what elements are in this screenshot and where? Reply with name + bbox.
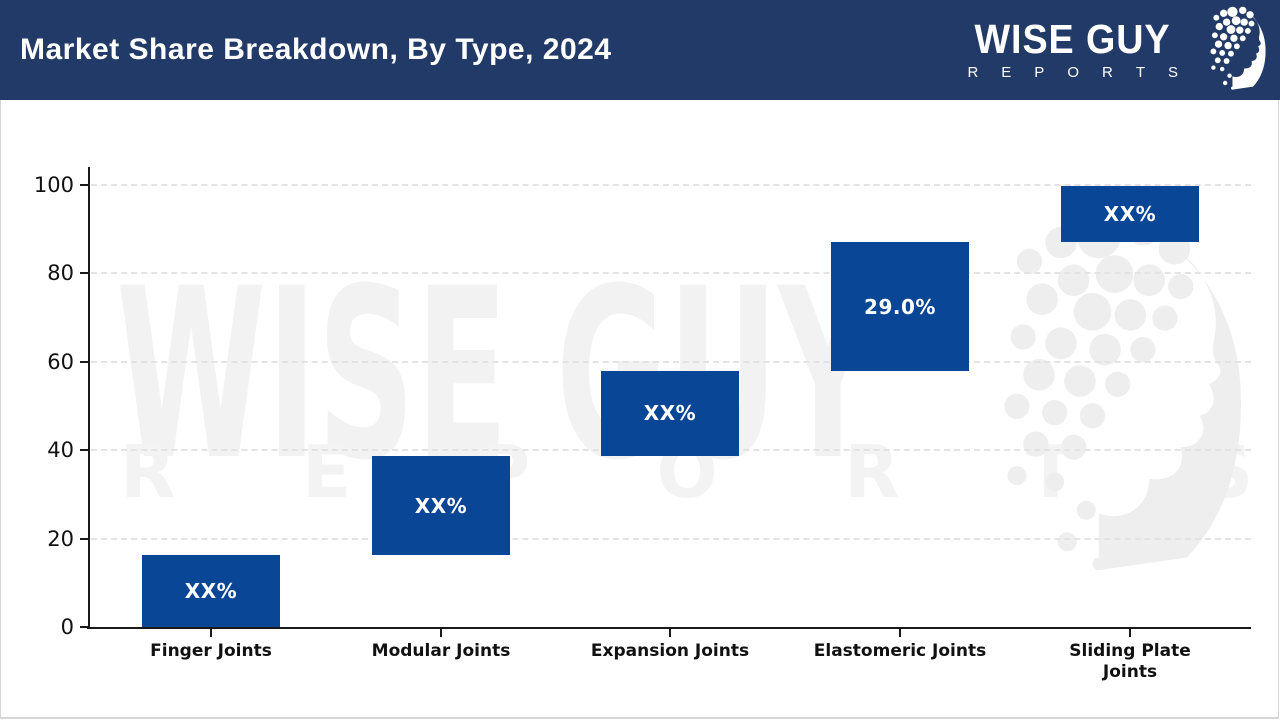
y-tick-label: 100 — [33, 172, 74, 197]
y-tick-label: 40 — [47, 438, 74, 462]
page-title: Market Share Breakdown, By Type, 2024 — [20, 33, 612, 66]
y-tick-label: 20 — [47, 526, 74, 551]
bar-finger-joints: XX% — [142, 555, 280, 627]
y-tick-80 — [80, 272, 89, 274]
x-tick — [1129, 629, 1131, 637]
x-axis-line — [87, 627, 1251, 629]
x-category-label: Modular Joints — [371, 641, 511, 661]
y-tick-100 — [80, 183, 89, 186]
wise-guy-reports-logo: WISE GUY R E P O R T S — [957, 6, 1280, 94]
x-category-label: Sliding Plate Joints — [1069, 641, 1191, 682]
y-tick-40 — [80, 449, 89, 451]
logo-text: WISE GUY R E P O R T S — [957, 16, 1188, 82]
x-tick — [440, 629, 442, 637]
y-axis-line — [88, 167, 90, 629]
y-tick-label: 80 — [47, 261, 74, 285]
x-category-label: Expansion Joints — [590, 641, 750, 661]
bar-value-label: XX% — [184, 579, 238, 604]
bar-value-label: 29.0% — [864, 294, 936, 319]
logo-wordmark: WISE GUY — [974, 16, 1171, 62]
bar-expansion-joints: XX% — [601, 370, 739, 456]
gridline-100 — [91, 183, 1251, 186]
bar-value-label: XX% — [1103, 202, 1157, 227]
y-tick-60 — [80, 360, 89, 363]
x-tick — [899, 629, 901, 637]
y-tick-label: 0 — [60, 615, 74, 639]
x-tick — [210, 629, 212, 637]
header-bar: Market Share Breakdown, By Type, 2024 WI… — [0, 0, 1280, 100]
gridline-60 — [91, 360, 1251, 363]
x-category-label: Finger Joints — [150, 641, 272, 661]
bar-modular-joints: XX% — [372, 455, 510, 556]
gridline-80 — [91, 272, 1251, 274]
x-category-label: Elastomeric Joints — [813, 641, 987, 661]
logo-subtitle: R E P O R T S — [967, 64, 1188, 81]
dotted-face-icon — [1210, 6, 1266, 90]
bar-value-label: XX% — [414, 493, 468, 518]
y-tick-label: 60 — [47, 349, 74, 374]
bar-sliding-plate-joints: XX% — [1061, 186, 1199, 243]
bar-elastomeric-joints: 29.0% — [831, 242, 969, 371]
y-tick-20 — [80, 537, 89, 540]
gridline-20 — [91, 537, 1251, 540]
y-tick-0 — [80, 626, 89, 628]
x-tick — [669, 629, 671, 637]
bar-value-label: XX% — [643, 401, 697, 426]
